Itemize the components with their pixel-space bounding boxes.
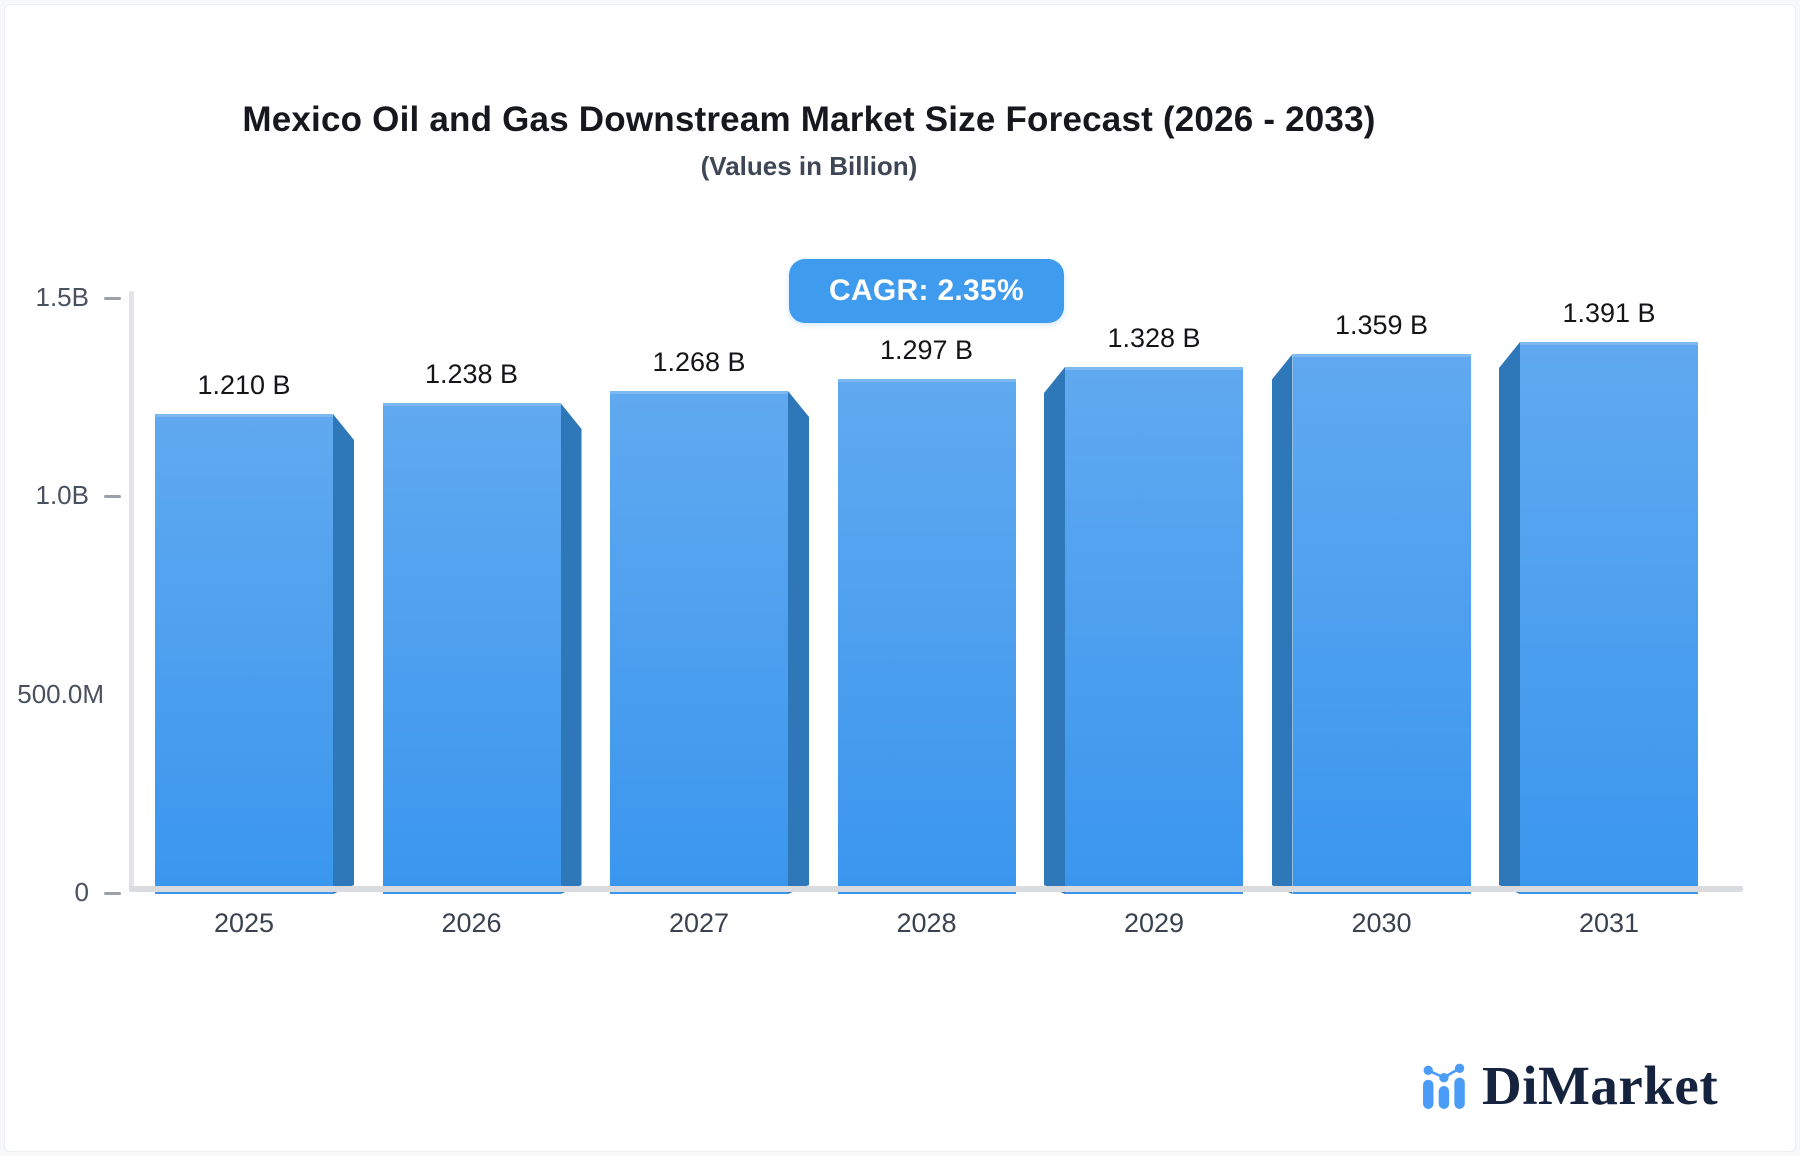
bar-value-label: 1.210 B <box>197 370 291 400</box>
x-axis-year-label: 2027 <box>668 908 730 938</box>
x-axis-year-label: 2026 <box>441 908 502 938</box>
y-tick-label: 1.5B <box>35 281 90 312</box>
bar-value-label: 1.268 B <box>652 347 746 377</box>
bar-3d-side-2029 <box>1044 367 1065 894</box>
chart-title: Mexico Oil and Gas Downstream Market Siz… <box>242 100 1376 139</box>
y-tick-label: 500.0M <box>17 678 104 709</box>
bar-2025 <box>155 414 333 894</box>
dimarket-logo: DiMarket <box>1422 1045 1718 1115</box>
bar-3d-side-2026 <box>561 403 582 894</box>
bar-3d-side-2027 <box>788 391 809 894</box>
bar-2028 <box>837 379 1016 894</box>
bar-2030 <box>1292 354 1471 894</box>
bar-value-label: 1.359 B <box>1334 310 1429 340</box>
x-axis-year-label: 2031 <box>1578 908 1640 938</box>
x-axis-year-label: 2028 <box>896 908 957 938</box>
bar-value-label: 1.238 B <box>424 359 519 389</box>
logo-text: DiMarket <box>1482 1055 1719 1116</box>
bar-chart: 1.5B 1.0B 500.0M 0 1.210 B 2025 1.238 B 2026 1.2… <box>5 5 1800 1153</box>
bar-2031 <box>1520 342 1698 894</box>
bar-3d-side-2025 <box>333 414 354 894</box>
x-axis-year-label: 2030 <box>1351 908 1412 938</box>
bar-2026 <box>382 403 561 894</box>
x-axis-line <box>129 886 1743 892</box>
y-tick-label: 0 <box>74 877 89 907</box>
bar-3d-side-2030 <box>1272 354 1293 894</box>
bar-2027 <box>610 391 788 894</box>
y-tick-mark <box>104 296 121 300</box>
bar-value-label: 1.391 B <box>1562 298 1656 328</box>
y-tick-mark <box>104 892 121 895</box>
chart-subtitle: (Values in Billion) <box>700 151 918 181</box>
cagr-badge-label: CAGR: 2.35% <box>828 274 1025 307</box>
x-axis-year-label: 2025 <box>213 908 275 938</box>
chart-card: Mexico Oil and Gas Downstream Market Siz… <box>4 4 1796 1152</box>
logo-bar-chart-icon <box>1423 1063 1465 1109</box>
cagr-badge: CAGR: 2.35% <box>789 259 1064 323</box>
bar-value-label: 1.328 B <box>1107 323 1201 353</box>
x-axis-year-label: 2029 <box>1123 908 1185 938</box>
bar-2029 <box>1065 367 1243 894</box>
bar-value-label: 1.297 B <box>879 335 974 365</box>
bar-3d-side-2031 <box>1499 342 1520 894</box>
y-axis-line <box>129 291 134 892</box>
y-tick-mark <box>104 495 121 498</box>
y-tick-label: 1.0B <box>35 480 90 510</box>
